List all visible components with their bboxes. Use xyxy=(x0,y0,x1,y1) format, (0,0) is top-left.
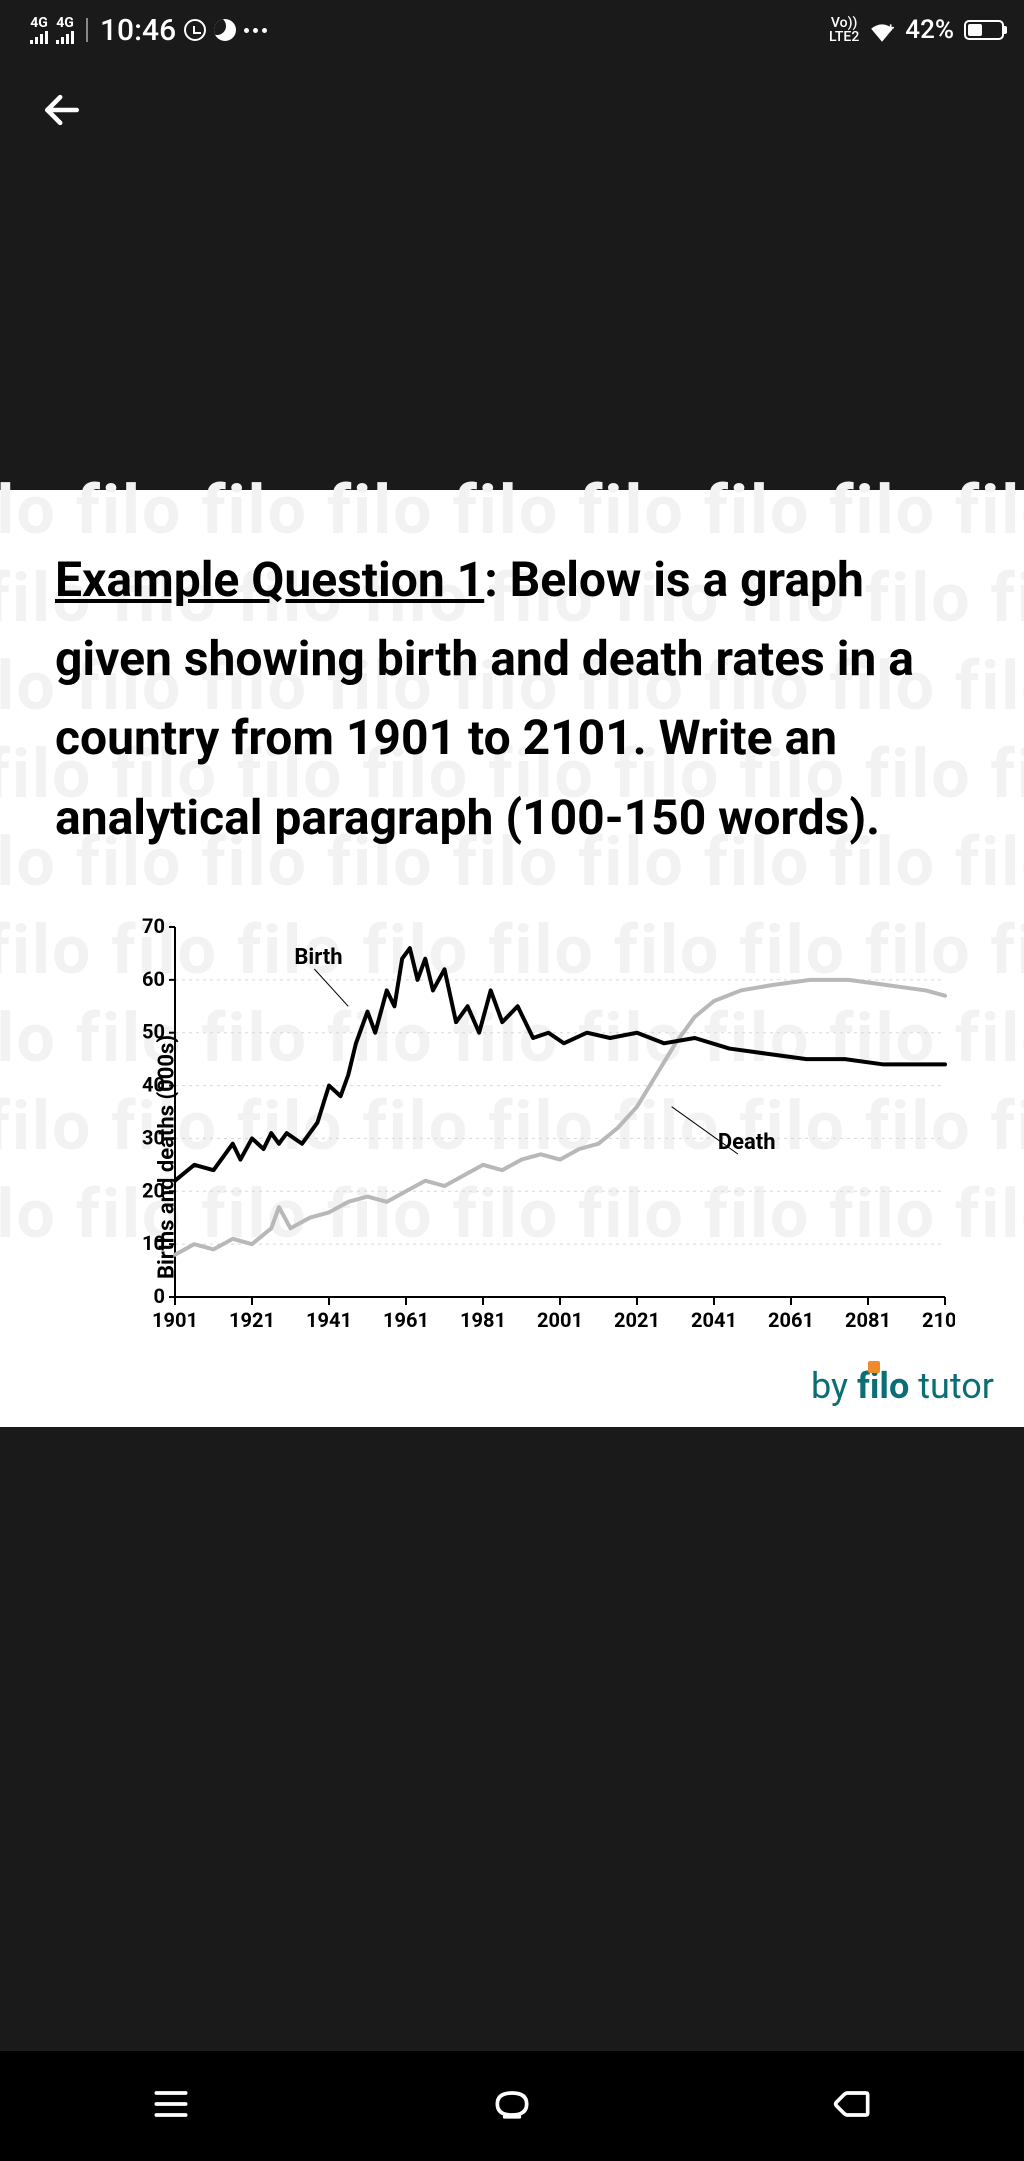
system-nav-bar xyxy=(0,2051,1024,2161)
content-card: filo filo filo filo filo filo filo filo … xyxy=(0,490,1024,1427)
svg-text:2001: 2001 xyxy=(537,1308,583,1332)
back-button[interactable] xyxy=(40,88,84,143)
brand-footer: by filo tutor xyxy=(811,1365,994,1407)
signal-2-icon: 4G xyxy=(56,16,74,44)
svg-text:2101: 2101 xyxy=(922,1308,955,1332)
question-heading: Example Question 1 xyxy=(55,551,484,608)
home-button[interactable] xyxy=(490,2082,534,2130)
question-text: Example Question 1: Below is a graph giv… xyxy=(55,540,969,857)
android-back-button[interactable] xyxy=(831,2082,875,2130)
clock-time: 10:46 xyxy=(100,13,176,48)
svg-text:10: 10 xyxy=(142,1231,165,1255)
app-header xyxy=(0,60,1024,170)
svg-text:50: 50 xyxy=(142,1019,165,1043)
svg-text:2021: 2021 xyxy=(614,1308,660,1332)
svg-text:30: 30 xyxy=(142,1125,165,1149)
svg-text:2041: 2041 xyxy=(691,1308,737,1332)
recent-apps-button[interactable] xyxy=(149,2082,193,2130)
volte-icon: Vo)) LTE2 xyxy=(829,16,859,44)
svg-text:20: 20 xyxy=(142,1178,165,1202)
status-bar: 4G 4G 10:46 Vo)) LTE2 42% xyxy=(0,0,1024,60)
alarm-icon xyxy=(184,19,206,41)
battery-percent: 42% xyxy=(905,15,954,45)
chart-svg: 0 10 20 30 40 50 60 70 1901 1921 1941 1961 1981 2001 2… xyxy=(125,917,955,1347)
svg-text:1981: 1981 xyxy=(460,1308,506,1332)
svg-text:1941: 1941 xyxy=(306,1308,352,1332)
svg-text:70: 70 xyxy=(142,917,165,938)
svg-text:Birth: Birth xyxy=(294,945,342,970)
svg-text:Death: Death xyxy=(718,1130,776,1155)
battery-icon xyxy=(964,20,1004,40)
svg-text:1961: 1961 xyxy=(383,1308,429,1332)
more-icon xyxy=(244,28,267,33)
svg-text:1921: 1921 xyxy=(229,1308,275,1332)
svg-text:2061: 2061 xyxy=(768,1308,814,1332)
signal-1-icon: 4G xyxy=(30,16,48,44)
svg-text:0: 0 xyxy=(154,1284,165,1308)
chart: Births and deaths (000s) 010203040506070… xyxy=(55,917,969,1397)
svg-text:2081: 2081 xyxy=(845,1308,891,1332)
svg-text:40: 40 xyxy=(142,1072,165,1096)
wifi-icon xyxy=(869,20,895,40)
svg-text:1901: 1901 xyxy=(152,1308,198,1332)
svg-text:60: 60 xyxy=(142,967,165,991)
dnd-icon xyxy=(214,19,236,41)
